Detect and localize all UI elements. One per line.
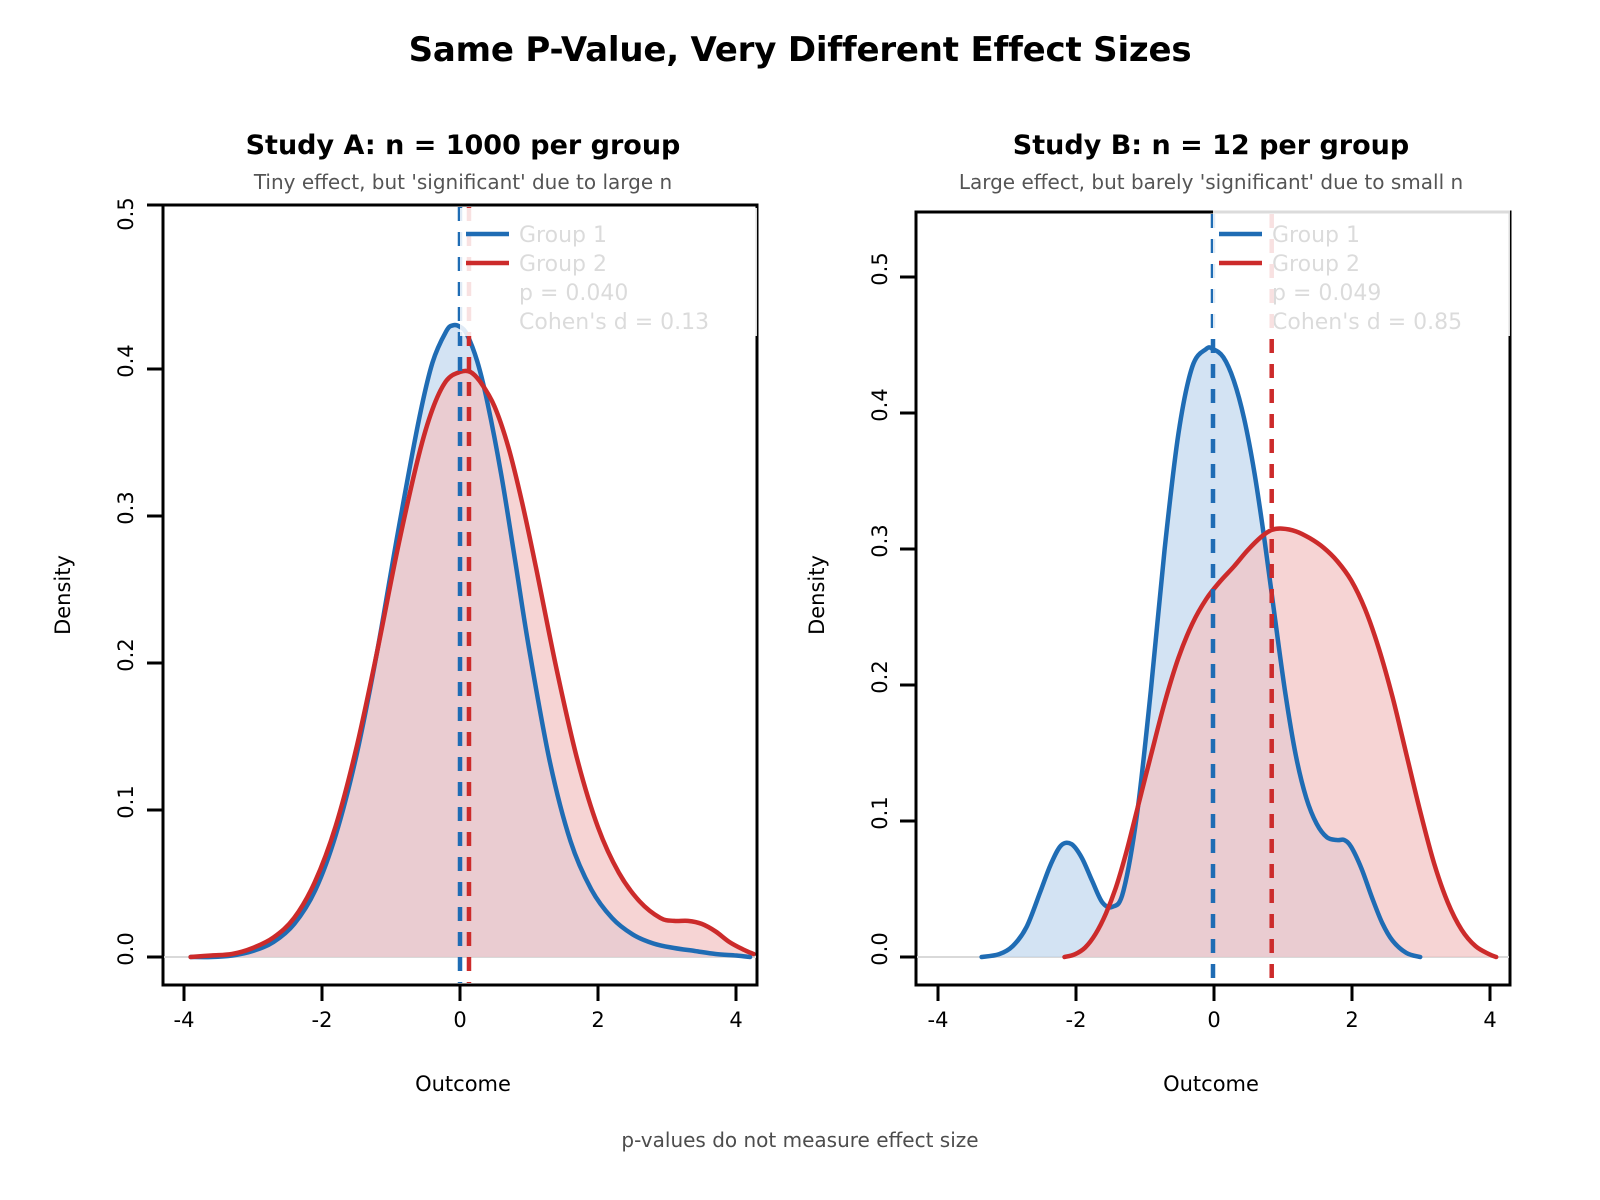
panel-a-ytick-1: 0.1 bbox=[114, 785, 138, 819]
panel-b-ytick-0: 0.0 bbox=[868, 932, 892, 966]
panel-a-xtick-4: 4 bbox=[729, 1008, 743, 1032]
panel-b-y-axis-label: Density bbox=[805, 555, 829, 635]
panel-b-xtick-4: 4 bbox=[1483, 1008, 1497, 1032]
panel-a-ytick-2: 0.2 bbox=[114, 638, 138, 672]
panel-b-subtitle: Large effect, but barely 'significant' d… bbox=[958, 170, 1464, 194]
panel-b-ytick-2: 0.2 bbox=[868, 660, 892, 694]
panel-a-ytick-5: 0.5 bbox=[114, 197, 138, 231]
panel-b-ytick-1: 0.1 bbox=[868, 796, 892, 830]
panel-a-xtick-0: -4 bbox=[173, 1008, 195, 1032]
panel-a-y-axis-label: Density bbox=[51, 555, 75, 635]
panel-b-x-axis-label: Outcome bbox=[1163, 1072, 1259, 1096]
panel-b-ytick-3: 0.3 bbox=[868, 524, 892, 558]
panel-a-title: Study A: n = 1000 per group bbox=[245, 130, 681, 161]
panel-a-ytick-0: 0.0 bbox=[114, 932, 138, 966]
panel-b-xtick-3: 2 bbox=[1345, 1008, 1359, 1032]
panel-b-legend-group1: Group 1 bbox=[1272, 223, 1360, 248]
panel-b-title: Study B: n = 12 per group bbox=[1012, 130, 1410, 161]
panel-b-xtick-0: -4 bbox=[927, 1008, 949, 1032]
page-title: Same P-Value, Very Different Effect Size… bbox=[408, 30, 1192, 70]
panel-a-xtick-1: -2 bbox=[311, 1008, 333, 1032]
panel-a-ytick-4: 0.4 bbox=[114, 344, 138, 378]
panel-a-xtick-2: 0 bbox=[453, 1008, 467, 1032]
panel-a-x-axis-label: Outcome bbox=[415, 1072, 511, 1096]
panel-a-xtick-3: 2 bbox=[591, 1008, 605, 1032]
panel-a-subtitle: Tiny effect, but 'significant' due to la… bbox=[253, 170, 673, 194]
panel-b-ytick-5: 0.5 bbox=[868, 252, 892, 286]
panel-b-ytick-4: 0.4 bbox=[868, 388, 892, 422]
panel-b-xtick-2: 0 bbox=[1207, 1008, 1221, 1032]
panel-a-legend-pvalue: p = 0.040 bbox=[519, 281, 629, 306]
footer-note: p-values do not measure effect size bbox=[621, 1128, 979, 1152]
panel-a-legend-group2: Group 2 bbox=[519, 252, 607, 277]
panel-b-legend-pvalue: p = 0.049 bbox=[1272, 281, 1382, 306]
panel-a-ytick-3: 0.3 bbox=[114, 491, 138, 525]
panel-a-legend-group1: Group 1 bbox=[519, 223, 607, 248]
panel-a-legend-cohensd: Cohen's d = 0.13 bbox=[519, 310, 710, 335]
panel-b-legend-group2: Group 2 bbox=[1272, 252, 1360, 277]
panel-b-legend-cohensd: Cohen's d = 0.85 bbox=[1272, 310, 1463, 335]
panel-b-xtick-1: -2 bbox=[1065, 1008, 1087, 1032]
